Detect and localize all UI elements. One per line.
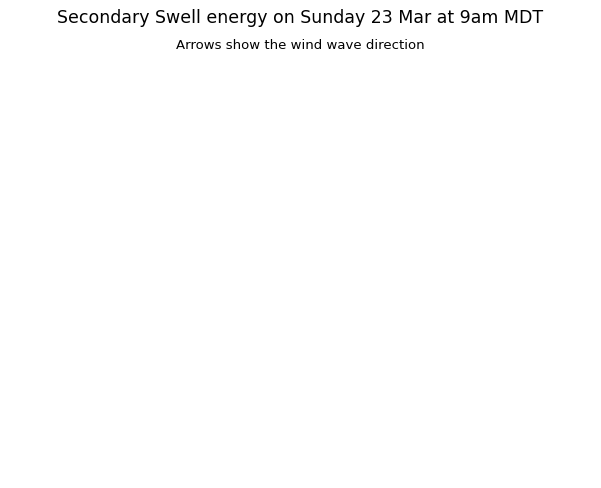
Text: Secondary Swell energy on Sunday 23 Mar at 9am MDT: Secondary Swell energy on Sunday 23 Mar …	[58, 9, 543, 27]
Text: Arrows show the wind wave direction: Arrows show the wind wave direction	[176, 39, 425, 51]
Text: Install cartopy for proper map rendering: Install cartopy for proper map rendering	[160, 266, 441, 280]
